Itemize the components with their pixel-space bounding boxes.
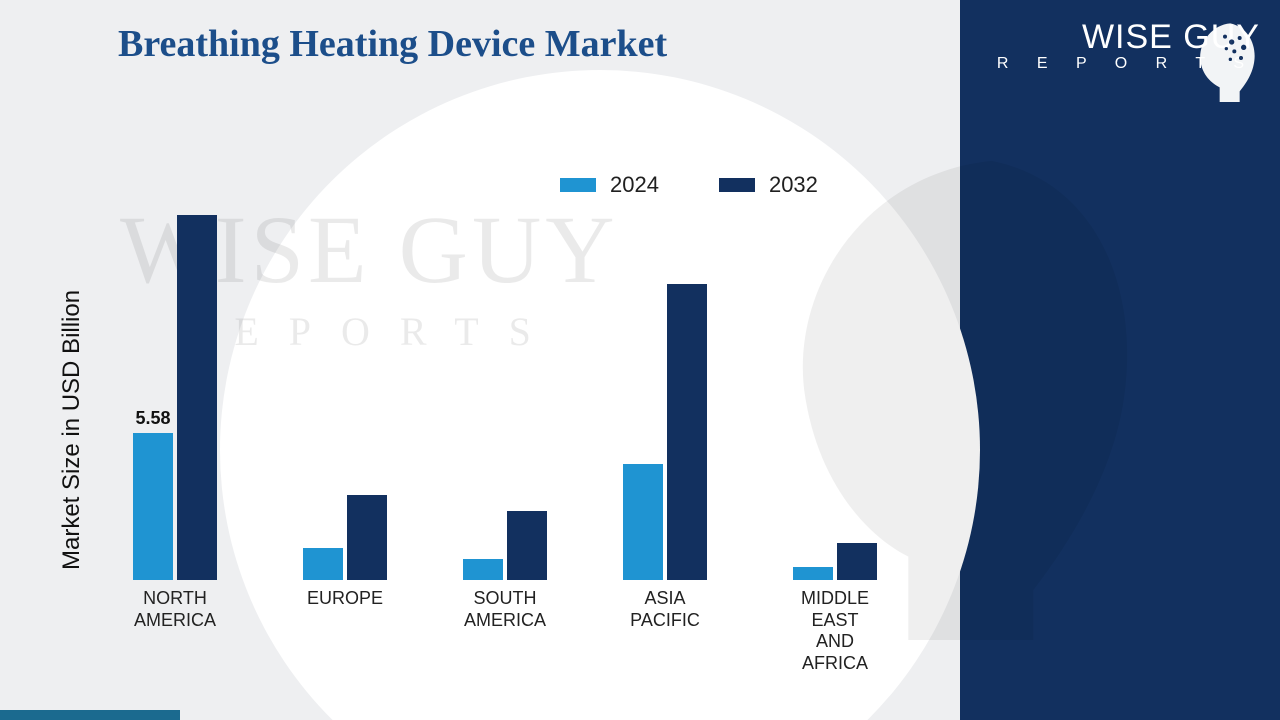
legend: 2024 2032 [560, 172, 818, 198]
chart-title: Breathing Heating Device Market [118, 22, 667, 66]
legend-label: 2024 [610, 172, 659, 198]
bar [507, 511, 547, 580]
bar [667, 284, 707, 580]
brand-logo: WISE GUY R E P O R T S [980, 18, 1260, 108]
legend-swatch [719, 178, 755, 192]
y-axis-label: Market Size in USD Billion [58, 290, 86, 570]
bar-value-label: 5.58 [135, 408, 170, 429]
category-label: ASIAPACIFIC [595, 588, 735, 631]
legend-item: 2032 [719, 172, 818, 198]
bar [347, 495, 387, 580]
bar [303, 548, 343, 580]
plot-area: 5.58NORTHAMERICAEUROPESOUTHAMERICAASIAPA… [110, 210, 930, 580]
legend-label: 2032 [769, 172, 818, 198]
category-label: NORTHAMERICA [105, 588, 245, 631]
legend-item: 2024 [560, 172, 659, 198]
bar [623, 464, 663, 580]
head-silhouette-icon [1190, 22, 1260, 102]
legend-swatch [560, 178, 596, 192]
bar [837, 543, 877, 580]
bar [793, 567, 833, 580]
chart-canvas: WISE GUY REPORTS Breathing Heating Devic… [0, 0, 1280, 720]
bar [177, 215, 217, 580]
bar [463, 559, 503, 580]
category-label: SOUTHAMERICA [435, 588, 575, 631]
bar: 5.58 [133, 433, 173, 580]
footer-accent-bar [0, 710, 180, 720]
category-label: MIDDLEEASTANDAFRICA [765, 588, 905, 674]
category-label: EUROPE [275, 588, 415, 610]
